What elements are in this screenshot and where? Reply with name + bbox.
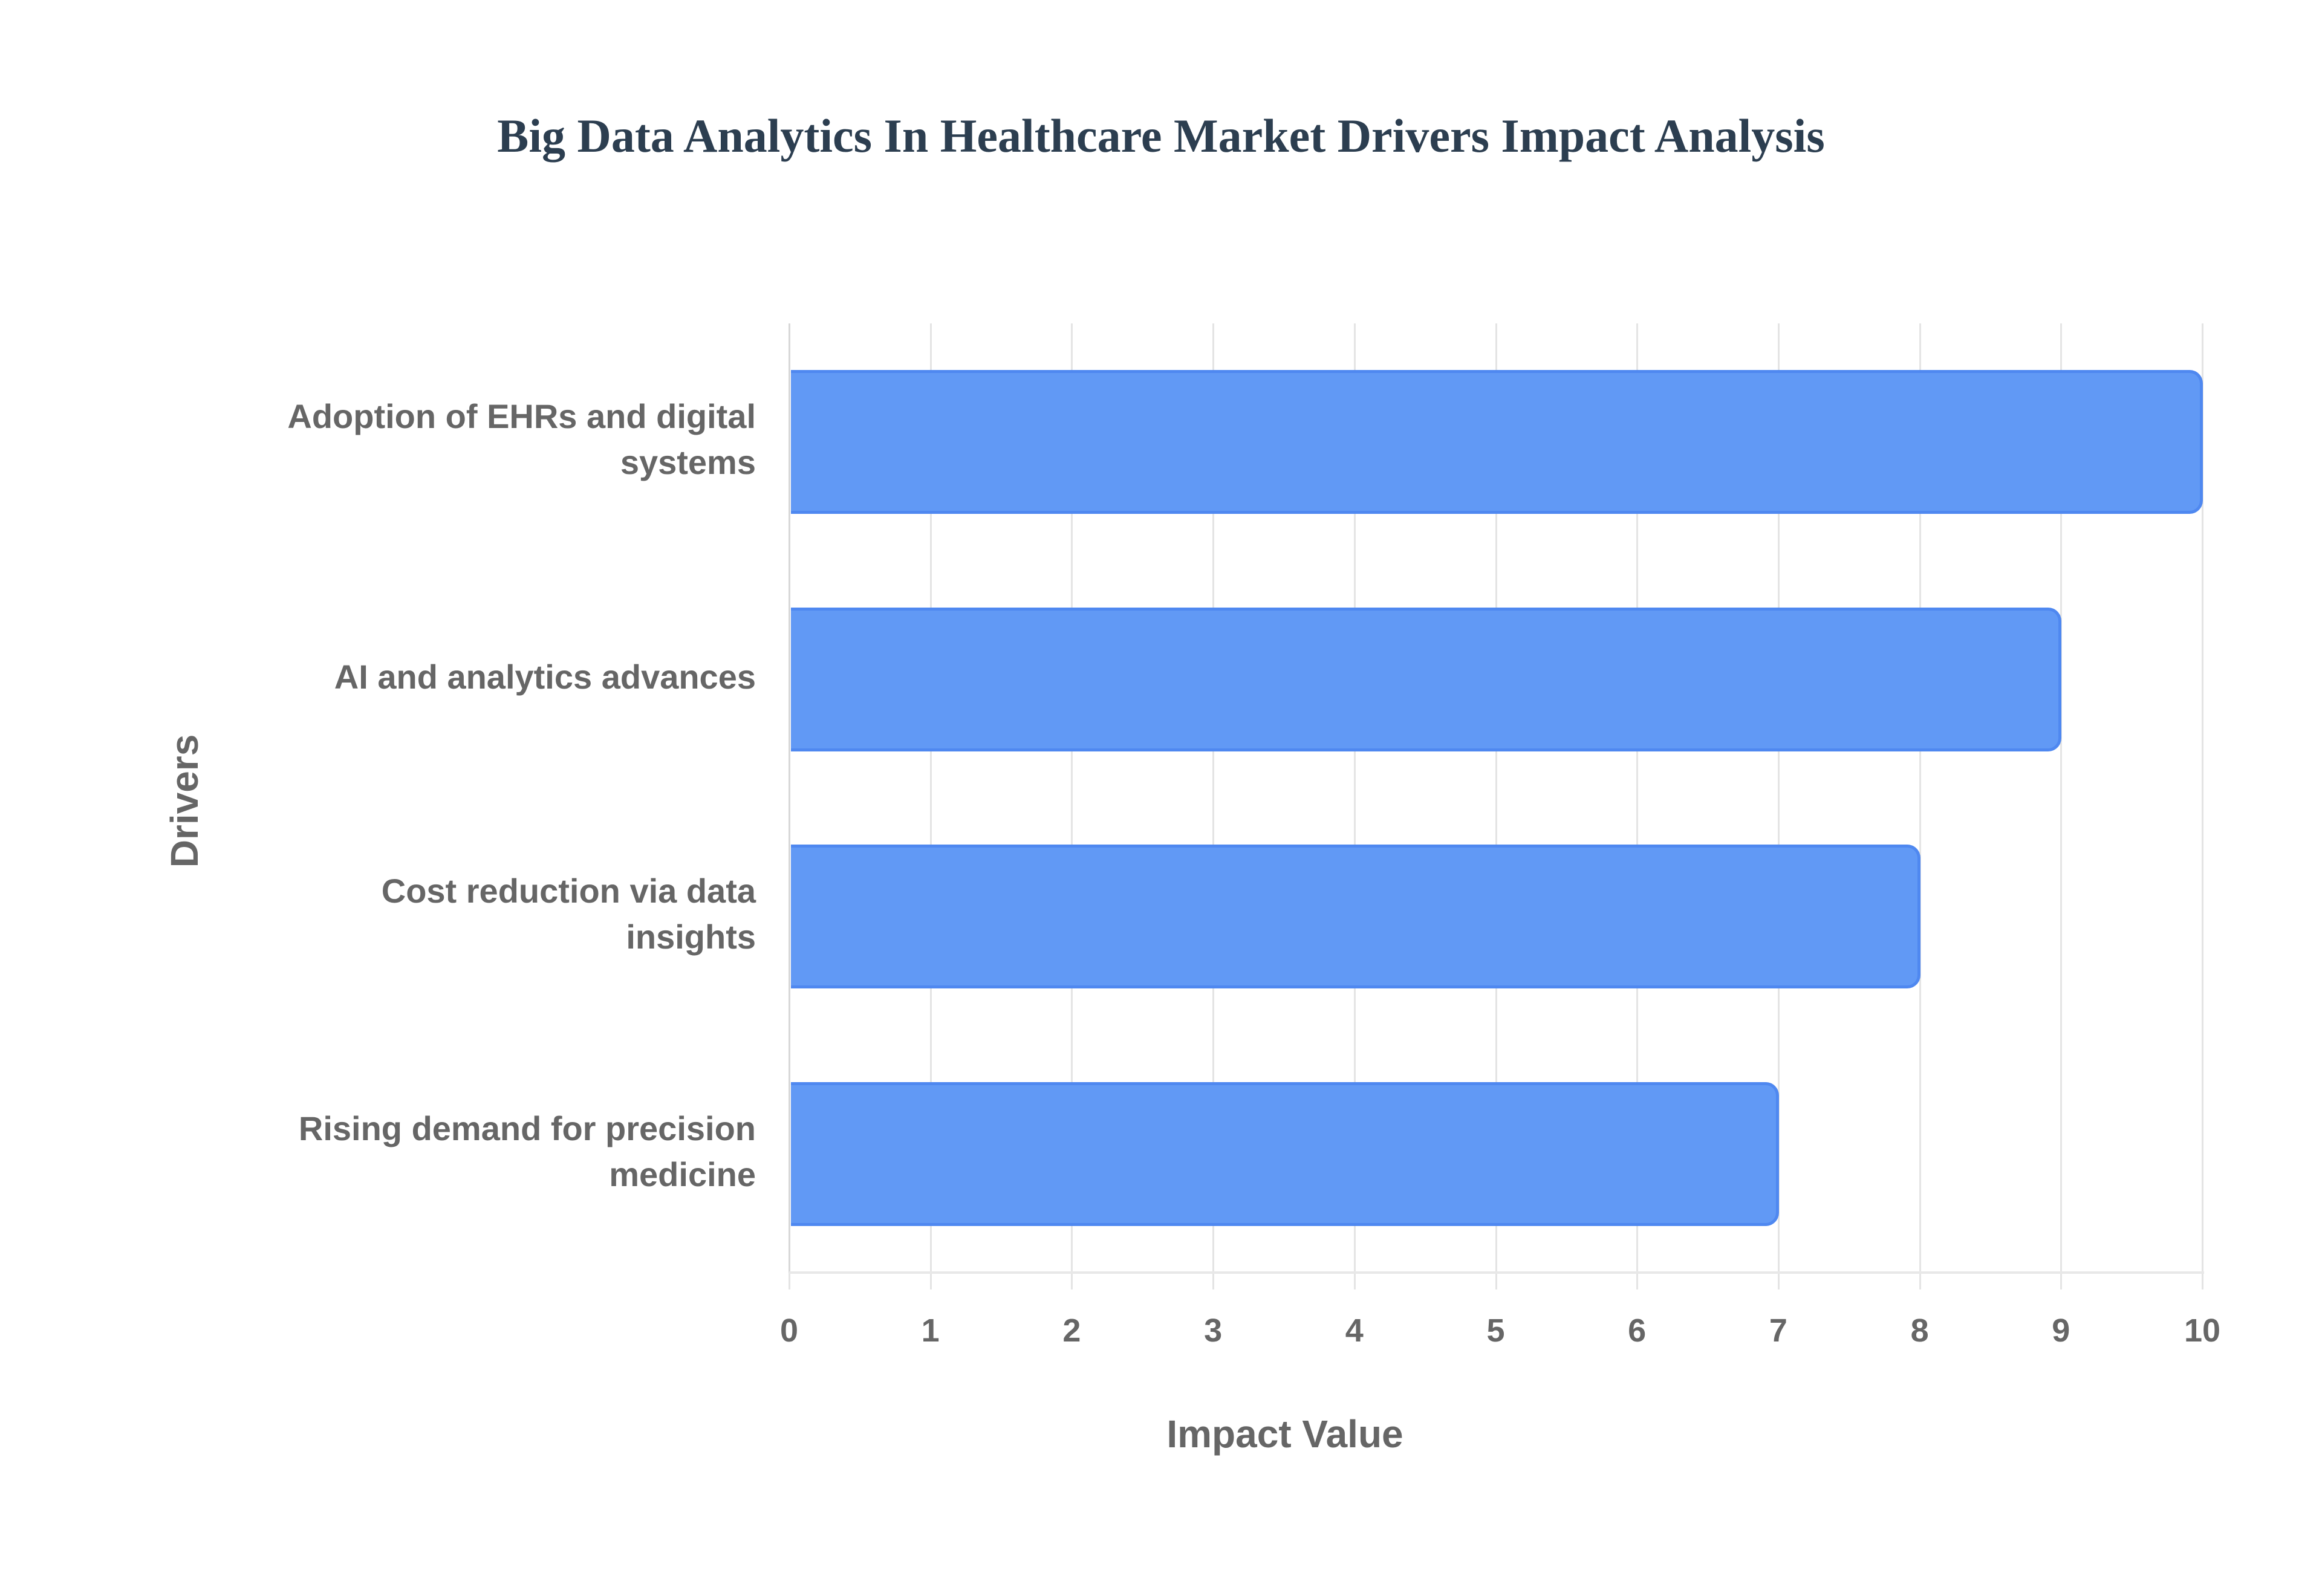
x-tick-label: 10	[2184, 1312, 2221, 1349]
x-axis-title: Impact Value	[1166, 1412, 1403, 1456]
y-axis-category-label: Cost reduction via data insights	[212, 868, 756, 960]
gridline	[1353, 323, 1356, 1273]
x-tick-mark	[1212, 1273, 1215, 1289]
x-axis-line	[789, 1271, 2204, 1274]
category-label-line: insights	[626, 918, 756, 956]
chart-title: Big Data Analytics In Healthcare Market …	[497, 109, 1825, 162]
x-tick-mark	[929, 1273, 932, 1289]
category-label-line: medicine	[609, 1155, 756, 1193]
bar[interactable]	[791, 370, 2203, 514]
gridline	[1495, 323, 1497, 1273]
y-axis-category-label: Adoption of EHRs and digital systems	[212, 394, 756, 485]
x-tick-label: 2	[1062, 1312, 1081, 1349]
gridline	[1071, 323, 1073, 1273]
category-label-line: Rising demand for precision	[298, 1109, 756, 1147]
x-tick-label: 7	[1769, 1312, 1787, 1349]
x-tick-mark	[1919, 1273, 1921, 1289]
gridline	[2060, 323, 2063, 1273]
x-tick-mark	[789, 1273, 790, 1289]
bar[interactable]	[791, 845, 1920, 989]
x-tick-mark	[1777, 1273, 1780, 1289]
x-tick-mark	[2202, 1273, 2203, 1289]
x-tick-label: 8	[1910, 1312, 1929, 1349]
y-axis-category-label: Rising demand for precision medicine	[212, 1106, 756, 1198]
y-axis-title: Drivers	[163, 734, 206, 868]
x-tick-mark	[1353, 1273, 1356, 1289]
x-tick-label: 3	[1204, 1312, 1223, 1349]
gridline	[1919, 323, 1921, 1273]
gridline	[789, 323, 790, 1273]
category-label-line: systems	[620, 443, 756, 482]
category-label-line: AI and analytics advances	[334, 657, 756, 696]
bar[interactable]	[791, 1082, 1779, 1226]
category-label-line: Cost reduction via data	[381, 872, 756, 910]
x-tick-label: 9	[2052, 1312, 2070, 1349]
gridline	[1777, 323, 1780, 1273]
x-tick-mark	[1636, 1273, 1639, 1289]
gridline	[2202, 323, 2203, 1273]
category-label-line: Adoption of EHRs and digital	[287, 397, 756, 436]
bar[interactable]	[791, 607, 2062, 751]
x-tick-label: 5	[1486, 1312, 1505, 1349]
plot-area	[789, 323, 2204, 1289]
gridline	[1636, 323, 1639, 1273]
x-tick-label: 6	[1628, 1312, 1647, 1349]
x-tick-label: 1	[921, 1312, 940, 1349]
x-tick-mark	[1071, 1273, 1073, 1289]
y-axis-category-label: AI and analytics advances	[212, 654, 756, 700]
x-tick-mark	[2060, 1273, 2063, 1289]
gridline	[929, 323, 932, 1273]
x-tick-label: 0	[779, 1312, 799, 1349]
x-tick-mark	[1495, 1273, 1497, 1289]
gridline	[1212, 323, 1215, 1273]
x-tick-label: 4	[1345, 1312, 1364, 1349]
